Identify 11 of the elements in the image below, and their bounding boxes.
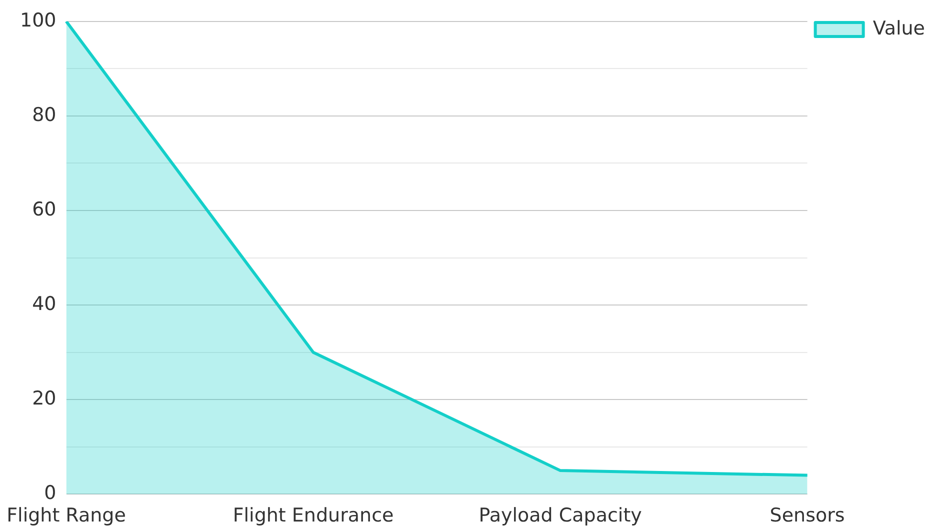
y-tick-label: 20 — [32, 388, 56, 410]
y-tick-label: 60 — [32, 198, 56, 220]
y-tick-label: 100 — [20, 9, 56, 32]
x-tick-label: Flight Range — [6, 504, 126, 527]
x-tick-label: Sensors — [770, 504, 845, 527]
x-tick-label: Flight Endurance — [232, 504, 394, 527]
legend-label: Value — [872, 17, 926, 40]
x-tick-label: Payload Capacity — [478, 504, 642, 527]
y-tick-label: 80 — [32, 104, 56, 126]
y-tick-label: 0 — [44, 482, 56, 504]
y-tick-label: 40 — [32, 293, 56, 316]
